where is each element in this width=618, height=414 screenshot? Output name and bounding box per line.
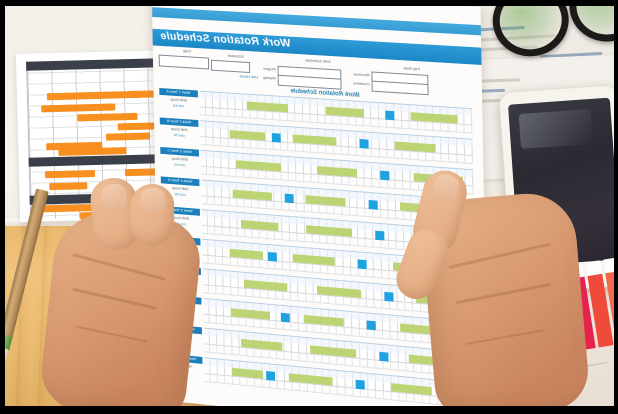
row-label-text: Week 2 Team B: [166, 118, 192, 125]
shift-marker: [375, 230, 385, 241]
letterbox-top: [0, 0, 618, 6]
shift-marker: [267, 251, 277, 262]
left-hand: [34, 175, 224, 414]
field-label-project: Project: [263, 65, 276, 72]
shift-marker: [357, 259, 367, 270]
field-label-total: Total: [183, 48, 192, 54]
shift-marker: [284, 193, 294, 204]
field-box-schedule: [210, 59, 251, 74]
field-label-schedule: Schedule: [227, 52, 245, 59]
right-hand: [390, 165, 608, 414]
row-label-text: Week 3 Team C: [167, 148, 192, 155]
shift-marker: [280, 312, 290, 323]
shift-marker: [379, 351, 389, 362]
shift-marker: [385, 110, 395, 121]
row-sub2-text: crew list: [174, 162, 186, 168]
shift-marker: [271, 133, 281, 143]
shift-marker: [359, 139, 369, 149]
row-label-text: Week 1 Team A: [166, 89, 191, 95]
field-label-revenue: Revenue: [353, 71, 370, 78]
field-label-shift-schedule: Shift Schedule: [305, 57, 332, 65]
letterbox-bottom: [0, 406, 618, 414]
row-sub2-text: crew list: [173, 103, 185, 109]
field-box-revenue: [371, 80, 429, 96]
field-box-total: [158, 54, 210, 70]
field-label-pay-rate: Pay Rate: [403, 65, 421, 72]
field-label-overtime: Overtime: [353, 80, 370, 87]
letterbox-left: [0, 0, 5, 414]
shift-marker: [355, 379, 365, 390]
field-label-unit-hours: Unit Hours: [239, 73, 259, 80]
shift-marker: [366, 320, 376, 331]
shift-marker: [380, 170, 390, 181]
shift-marker: [266, 371, 276, 381]
field-label-weekly: Weekly: [262, 74, 276, 81]
left-hand-thumb: [128, 183, 176, 247]
letterbox-right: [614, 0, 618, 414]
eyeglasses-lens-right: [564, 0, 618, 47]
shift-marker: [368, 200, 378, 210]
row-sub2-text: crew list: [173, 133, 185, 138]
tablet-screen-glare: [518, 108, 593, 150]
shift-marker: [384, 291, 394, 302]
